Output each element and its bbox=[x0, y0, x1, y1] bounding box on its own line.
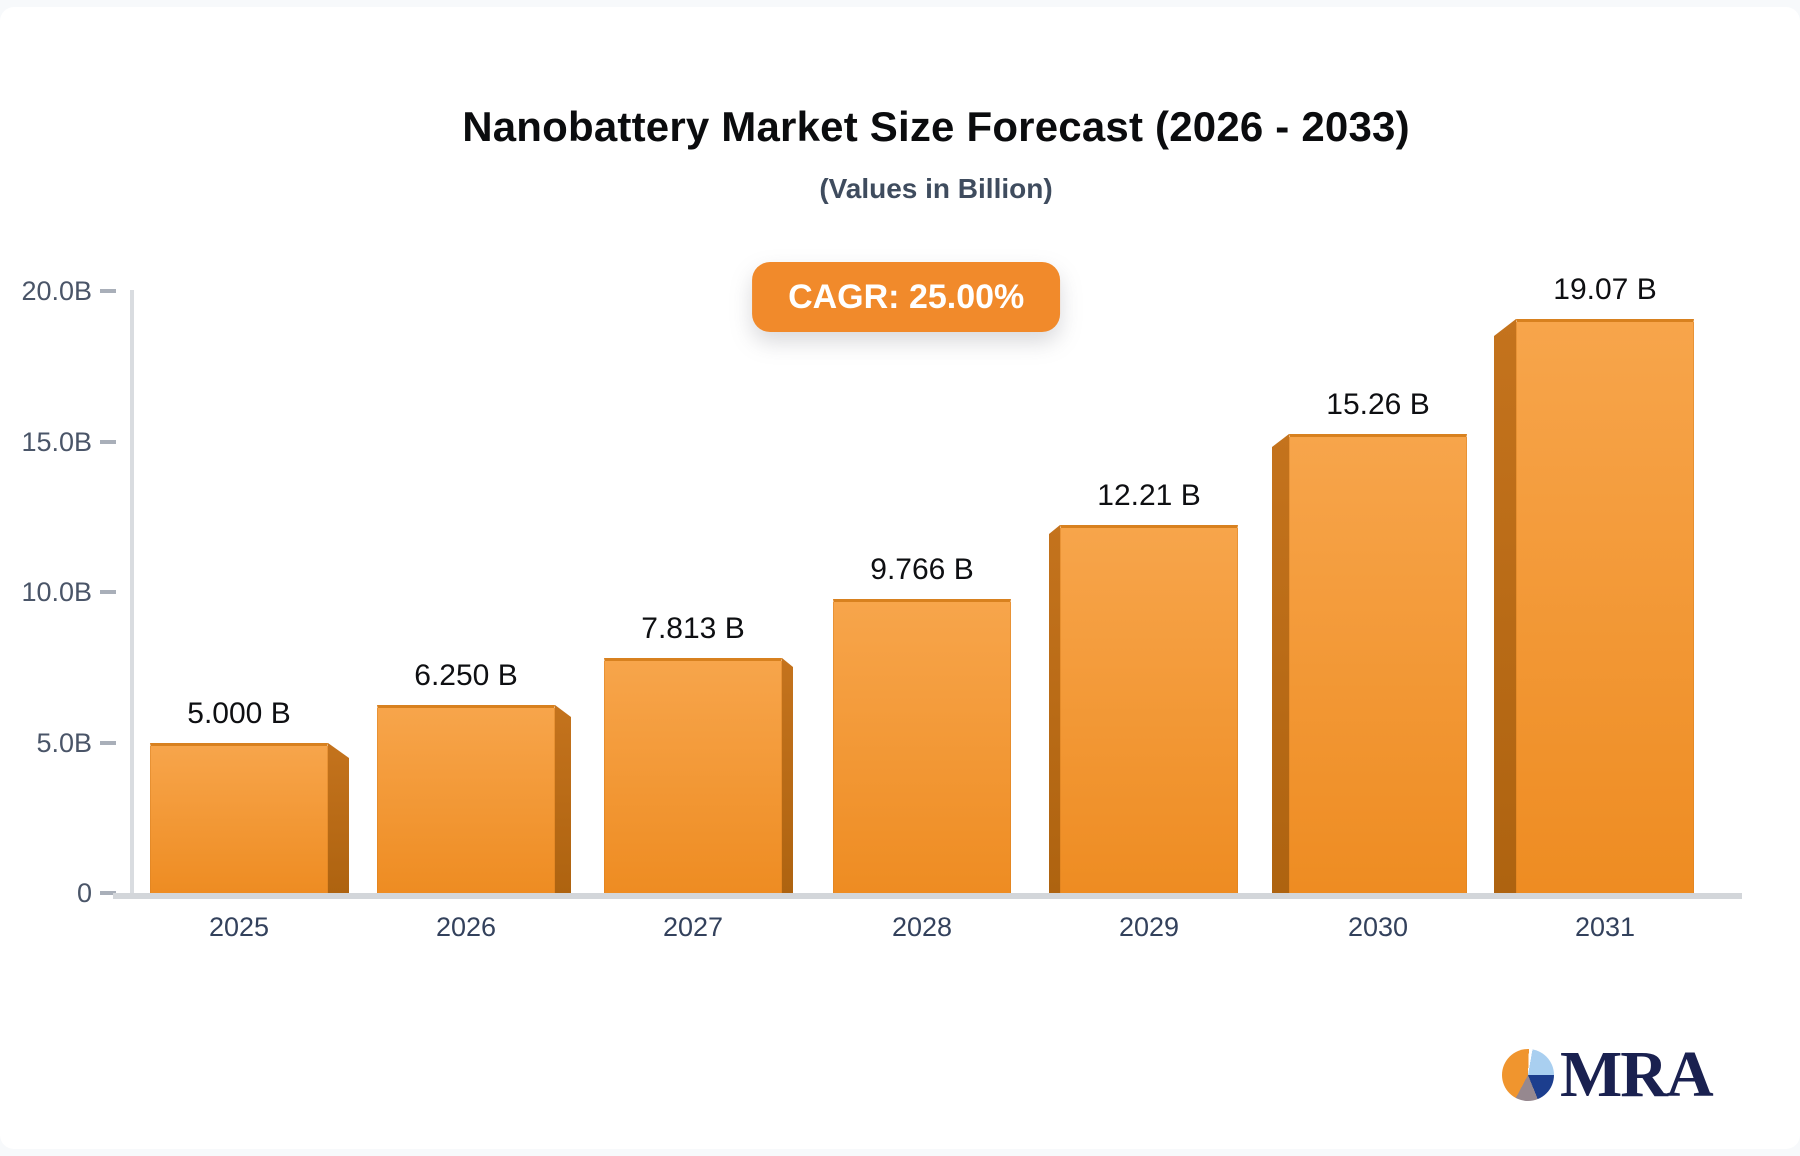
y-tick bbox=[100, 590, 116, 594]
plot-area: 20.0B 15.0B 10.0B 5.0B 0 5.000 B 2025 6.250 B 20… bbox=[0, 7, 1800, 1156]
y-tick bbox=[100, 289, 116, 293]
x-axis-label: 2030 bbox=[1347, 912, 1409, 942]
bar-value-label: 9.766 B bbox=[870, 553, 974, 586]
bar-2029 bbox=[1060, 525, 1238, 893]
bar-side-panel bbox=[782, 658, 793, 893]
y-tick-label: 0 bbox=[76, 878, 92, 908]
bar-2027 bbox=[604, 658, 782, 893]
bar-value-label: 15.26 B bbox=[1326, 388, 1430, 421]
chart-card: Nanobattery Market Size Forecast (2026 -… bbox=[0, 7, 1800, 1149]
bar-value-label: 12.21 B bbox=[1097, 479, 1201, 512]
y-tick bbox=[100, 740, 116, 745]
x-axis-label: 2026 bbox=[435, 912, 497, 942]
bar-side-panel bbox=[555, 705, 571, 893]
y-tick-label: 15.0B bbox=[21, 426, 92, 457]
chart-header: Nanobattery Market Size Forecast (2026 -… bbox=[130, 103, 1742, 205]
y-tick-label: 5.0B bbox=[36, 727, 92, 758]
bar-2031 bbox=[1516, 319, 1694, 893]
bar-2026 bbox=[377, 705, 555, 893]
page-subtitle: (Values in Billion) bbox=[819, 173, 1053, 204]
x-axis-baseline bbox=[113, 893, 1742, 899]
brand-logo: MRA bbox=[1502, 1038, 1714, 1111]
pie-chart-icon bbox=[1502, 1049, 1554, 1101]
bar-side-panel bbox=[1049, 525, 1060, 893]
bar-side-panel bbox=[1494, 319, 1516, 893]
bar-2028 bbox=[833, 599, 1011, 893]
bar-2025 bbox=[150, 743, 328, 893]
bar-side-panel bbox=[328, 743, 349, 893]
x-axis-label: 2029 bbox=[1118, 912, 1180, 942]
bar-value-label: 6.250 B bbox=[414, 659, 518, 692]
logo-text: MRA bbox=[1560, 1038, 1714, 1111]
y-tick-label: 10.0B bbox=[21, 577, 92, 607]
x-axis-label: 2027 bbox=[662, 912, 724, 942]
y-tick-label: 20.0B bbox=[21, 276, 92, 306]
x-axis-label: 2031 bbox=[1574, 912, 1636, 942]
cagr-badge: CAGR: 25.00% bbox=[752, 262, 1061, 332]
bar-side-panel bbox=[1272, 434, 1289, 893]
bar-value-label: 5.000 B bbox=[187, 697, 291, 730]
bar-2030 bbox=[1289, 434, 1467, 893]
y-tick bbox=[100, 891, 116, 895]
y-axis-line bbox=[130, 290, 134, 896]
x-axis-label: 2025 bbox=[208, 912, 270, 942]
y-tick bbox=[100, 439, 116, 444]
bar-value-label: 19.07 B bbox=[1553, 273, 1657, 306]
page-title: Nanobattery Market Size Forecast (2026 -… bbox=[462, 103, 1410, 150]
bar-value-label: 7.813 B bbox=[641, 612, 745, 645]
x-axis-label: 2028 bbox=[891, 912, 953, 942]
